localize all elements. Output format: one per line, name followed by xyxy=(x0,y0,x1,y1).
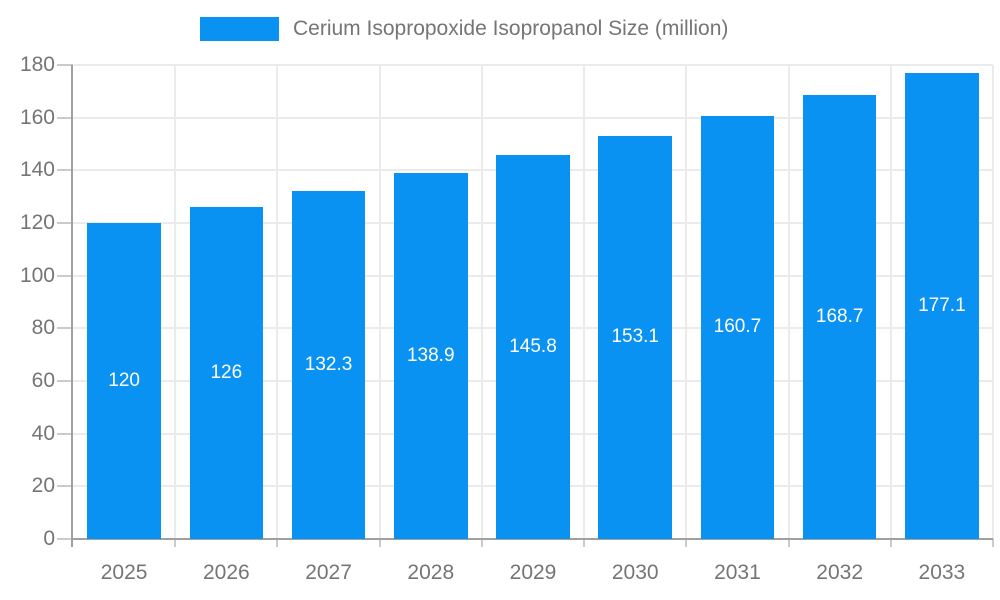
y-tick xyxy=(57,117,73,119)
x-gridline xyxy=(481,65,483,539)
x-gridline xyxy=(276,65,278,539)
x-gridline xyxy=(788,65,790,539)
y-tick xyxy=(57,222,73,224)
x-gridline xyxy=(583,65,585,539)
bar[interactable] xyxy=(496,155,570,539)
x-tick xyxy=(583,539,585,547)
x-tick xyxy=(276,539,278,547)
y-axis-tick-label: 0 xyxy=(43,527,55,550)
x-tick xyxy=(890,539,892,547)
bar[interactable] xyxy=(87,223,161,539)
x-tick xyxy=(992,539,994,547)
x-axis-tick-label: 2029 xyxy=(509,561,557,584)
y-axis-tick-label: 40 xyxy=(31,422,55,445)
y-tick xyxy=(57,275,73,277)
y-axis-tick-label: 100 xyxy=(19,264,55,287)
y-tick xyxy=(57,169,73,171)
x-tick xyxy=(379,539,381,547)
x-tick xyxy=(481,539,483,547)
y-axis-tick-label: 60 xyxy=(31,369,55,392)
y-tick xyxy=(57,433,73,435)
x-axis-line xyxy=(71,538,993,540)
x-tick xyxy=(174,539,176,547)
y-axis-tick-label: 160 xyxy=(19,106,55,129)
y-axis-tick-label: 140 xyxy=(19,158,55,181)
x-axis-tick-label: 2026 xyxy=(202,561,250,584)
bar[interactable] xyxy=(802,94,877,539)
y-axis-tick-label: 20 xyxy=(31,474,55,497)
x-axis-tick-label: 2033 xyxy=(918,561,966,584)
x-gridline xyxy=(174,65,176,539)
x-gridline xyxy=(890,65,892,539)
x-axis-tick-label: 2025 xyxy=(100,561,148,584)
x-gridline xyxy=(992,65,994,539)
bar[interactable] xyxy=(700,115,775,539)
x-axis-tick-label: 2030 xyxy=(611,561,659,584)
y-axis-tick-label: 80 xyxy=(31,316,55,339)
bar[interactable] xyxy=(598,135,673,539)
y-axis-line xyxy=(71,65,73,547)
x-axis-tick-label: 2031 xyxy=(714,561,761,584)
bar[interactable] xyxy=(189,207,264,539)
y-tick xyxy=(57,538,73,540)
x-gridline xyxy=(379,65,381,539)
legend-label: Cerium Isopropoxide Isopropanol Size (mi… xyxy=(293,17,729,40)
bar[interactable] xyxy=(393,173,468,539)
x-tick xyxy=(788,539,790,547)
x-gridline xyxy=(685,65,687,539)
y-tick xyxy=(57,380,73,382)
bar[interactable] xyxy=(291,190,366,539)
y-axis-tick-label: 120 xyxy=(19,211,55,234)
y-gridline xyxy=(73,64,993,66)
legend-swatch[interactable] xyxy=(200,17,279,41)
legend[interactable]: Cerium Isopropoxide Isopropanol Size (mi… xyxy=(200,17,728,41)
x-axis-tick-label: 2032 xyxy=(816,561,864,584)
y-tick xyxy=(57,485,73,487)
x-tick xyxy=(685,539,687,547)
bar[interactable] xyxy=(905,72,979,539)
x-axis-tick-label: 2028 xyxy=(407,561,455,584)
y-tick xyxy=(57,327,73,329)
y-gridline xyxy=(73,117,993,119)
y-tick xyxy=(57,64,73,66)
y-axis-tick-label: 180 xyxy=(19,53,55,76)
x-axis-tick-label: 2027 xyxy=(305,561,352,584)
